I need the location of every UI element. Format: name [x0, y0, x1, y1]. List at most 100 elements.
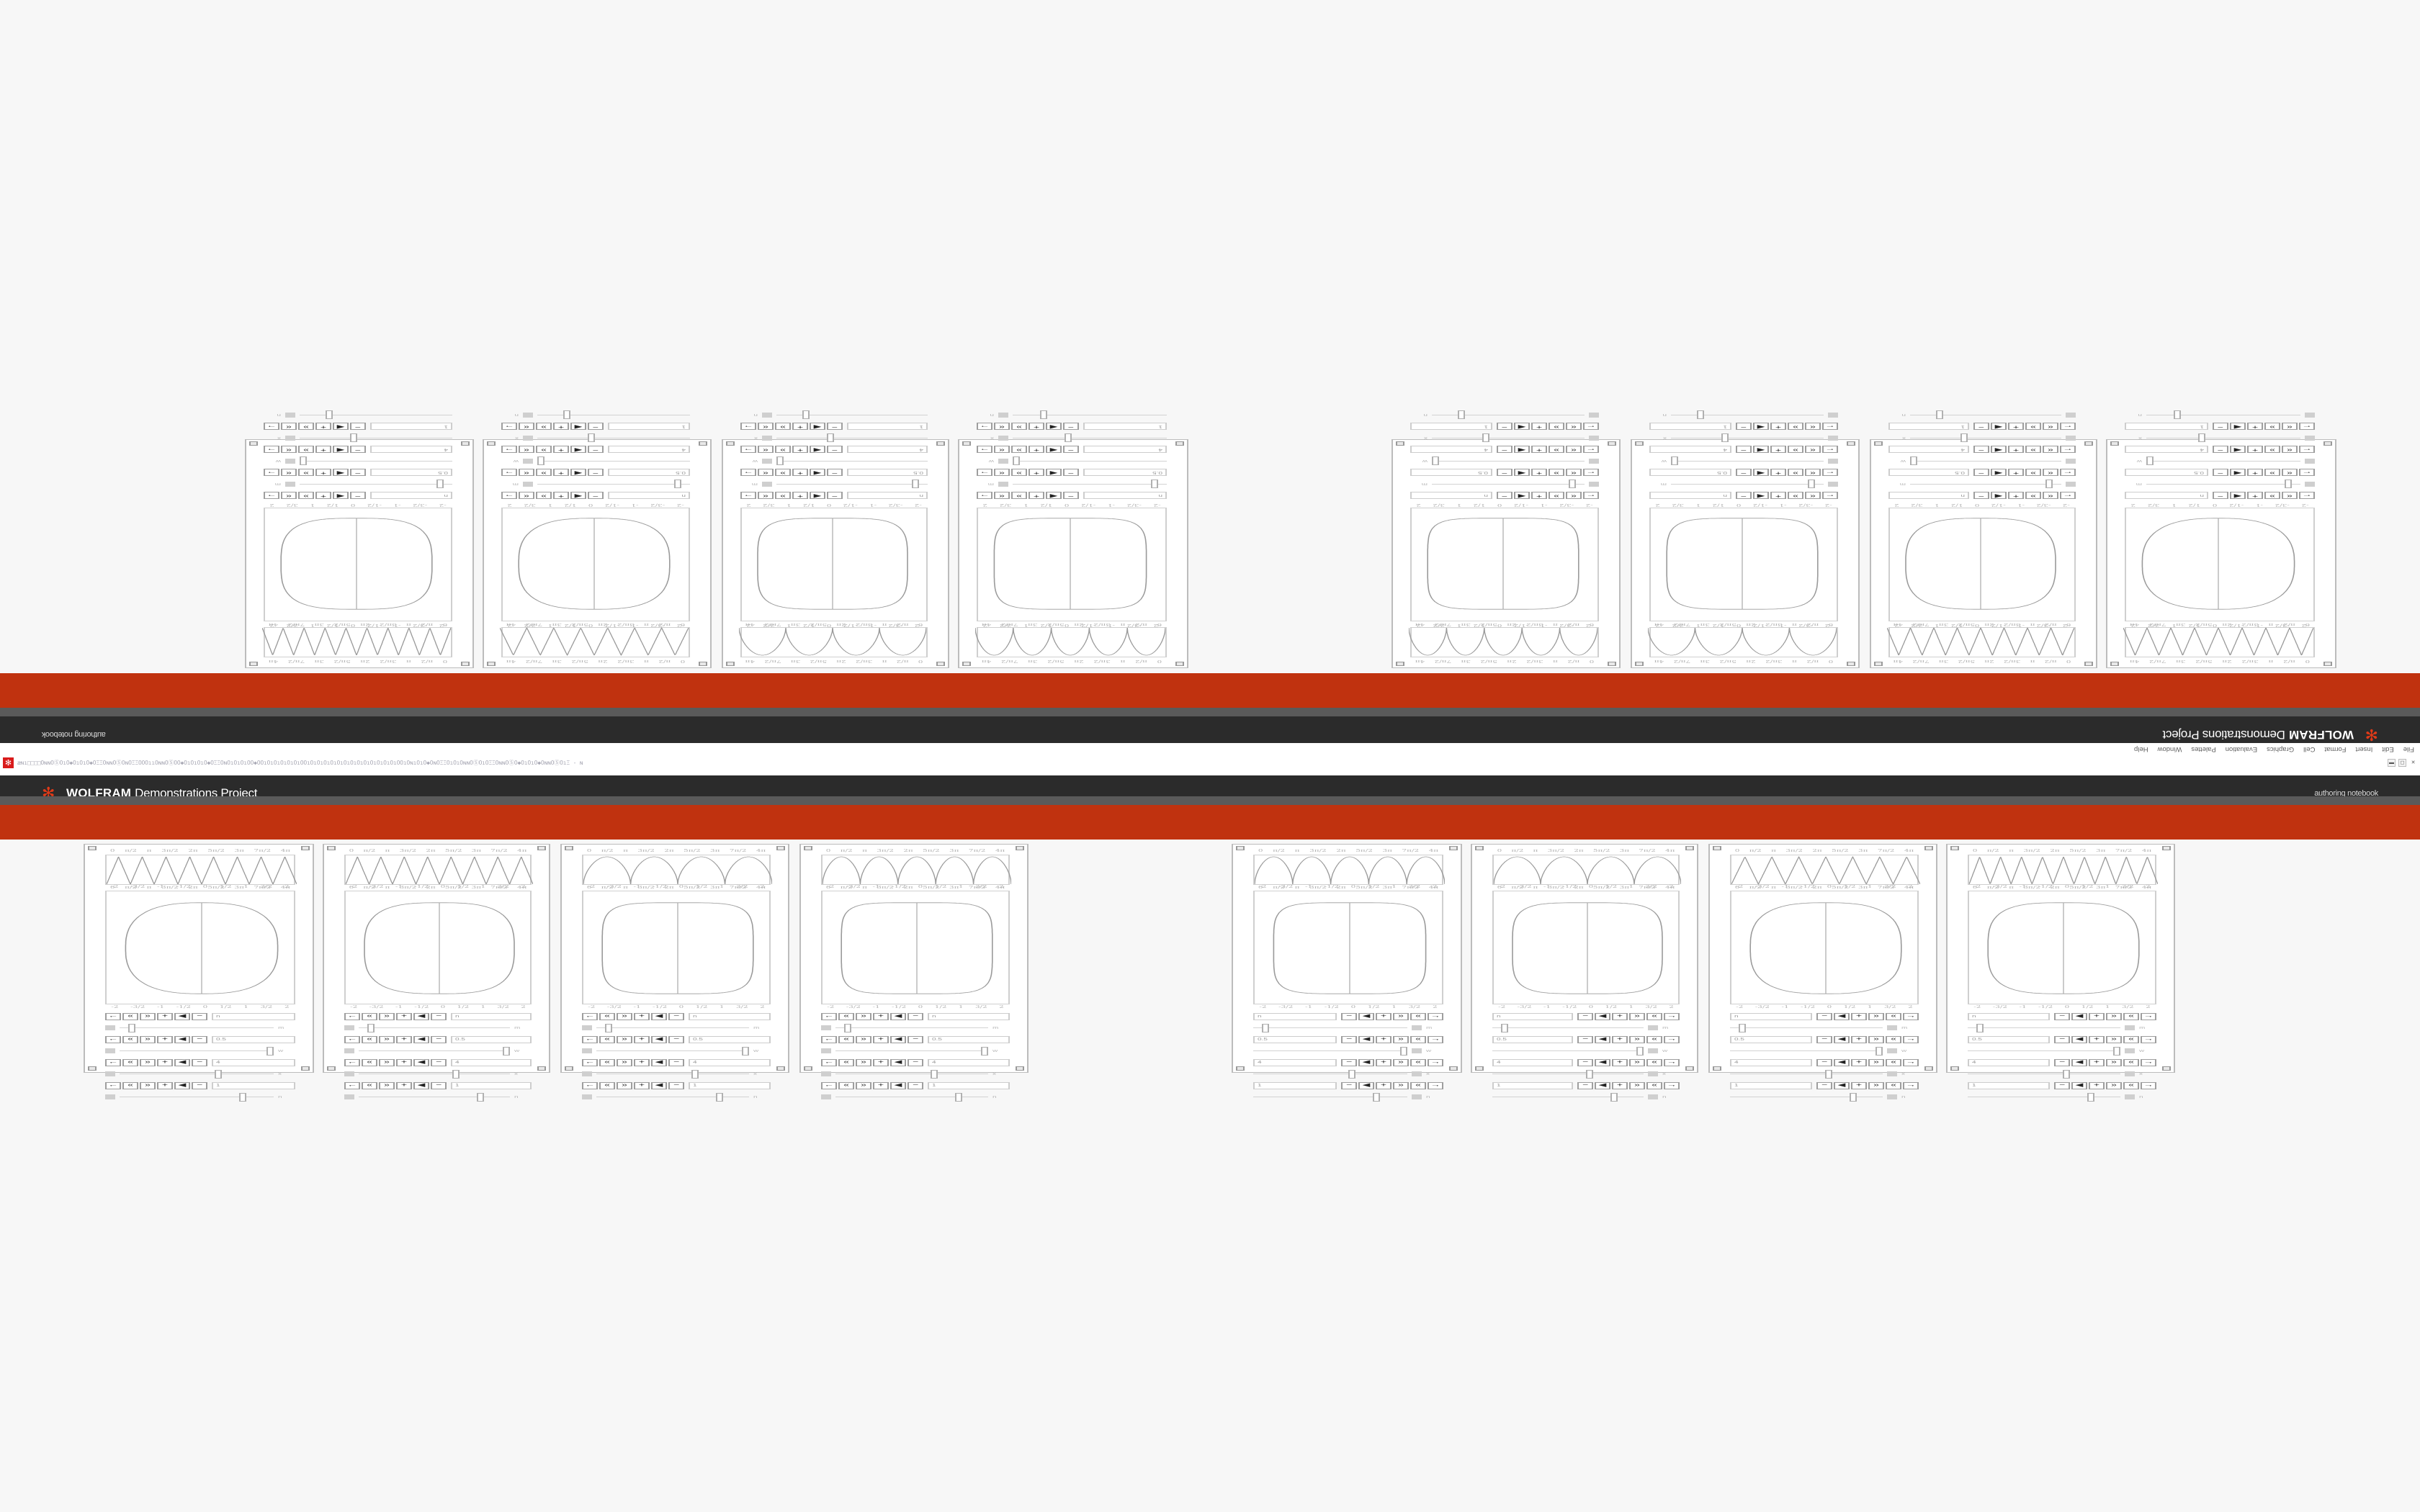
stepper-button[interactable]: ◀ — [890, 1012, 906, 1020]
stepper-button[interactable]: − — [668, 1035, 684, 1043]
resize-handle[interactable] — [1608, 441, 1616, 446]
stepper-button[interactable]: − — [1063, 423, 1079, 431]
slider-thumb[interactable] — [691, 1069, 699, 1079]
stepper-button[interactable]: « — [599, 1058, 615, 1066]
stepper-button[interactable]: → — [1428, 1012, 1443, 1020]
slider-track[interactable] — [1492, 1069, 1644, 1079]
slider-minus-icon[interactable] — [2125, 1048, 2135, 1053]
stepper-button[interactable]: + — [2008, 469, 2024, 477]
slider-m[interactable]: m — [501, 480, 690, 489]
slider-track[interactable] — [1968, 1092, 2120, 1102]
slider-minus-icon[interactable] — [1887, 1048, 1897, 1053]
stepper-button[interactable]: ◀ — [2071, 1058, 2087, 1066]
slider-track[interactable] — [776, 456, 928, 466]
stepper-button[interactable]: + — [315, 446, 331, 454]
control-row-n[interactable]: ← «» + ◀ −1 — [1410, 422, 1599, 431]
stepper-button[interactable]: « — [1886, 1012, 1901, 1020]
stepper-button[interactable]: − — [192, 1012, 207, 1020]
slider-track[interactable] — [359, 1069, 510, 1079]
resize-handle[interactable] — [88, 846, 97, 850]
control-row-m[interactable]: ← «» + ◀ − n — [344, 1012, 532, 1021]
stepper-button[interactable]: « — [1646, 1058, 1662, 1066]
stepper-button[interactable]: ◀ — [1358, 1081, 1374, 1089]
control-value-field[interactable]: 4 — [928, 1058, 1010, 1066]
stepper-button[interactable]: « — [1805, 492, 1821, 500]
stepper-button[interactable]: → — [501, 492, 517, 500]
stepper-button[interactable]: → — [1428, 1035, 1443, 1043]
stepper-button[interactable]: − — [1341, 1058, 1357, 1066]
stepper-button[interactable]: − — [2213, 469, 2228, 477]
notebook-window-panel-6[interactable]: 0 π/2 π 3π/2 2π 5π/2 3π 7π/2 4π 0 π/2 π 3π/2 2π 5π/2 3π… — [1471, 844, 1698, 1102]
manipulate-controls-panel-2[interactable]: ← «» + ◀ − n m ← «» + ◀ −0.5 w ← «» + ◀ −4 x ← «» + ◀ −1 n — [344, 1012, 532, 1104]
resize-handle[interactable] — [1016, 846, 1024, 850]
control-row-x[interactable]: ← «» + ◀ −4 — [2125, 445, 2315, 454]
stepper-button[interactable]: → — [740, 423, 756, 431]
menu-item-edit[interactable]: Edit — [2382, 745, 2394, 753]
resize-handle[interactable] — [1685, 1066, 1694, 1071]
control-value-field[interactable]: 1 — [2125, 423, 2208, 431]
slider-m[interactable]: m — [264, 480, 452, 489]
stepper-button[interactable]: ← — [1822, 423, 1838, 431]
stepper-button[interactable]: ◀ — [1834, 1058, 1850, 1066]
slider-w[interactable]: w — [740, 456, 928, 466]
stepper-button[interactable]: « — [122, 1012, 138, 1020]
stepper-button[interactable]: » — [1868, 1012, 1884, 1020]
slider-thumb[interactable] — [741, 1046, 749, 1056]
slider-minus-icon[interactable] — [2066, 482, 2076, 487]
stepper-button[interactable]: → — [1664, 1058, 1680, 1066]
notebook-window-panel-8[interactable]: 0 π/2 π 3π/2 2π 5π/2 3π 7π/2 4π 0 π/2 π 3π/2 2π 5π/2 3π… — [245, 410, 474, 668]
stepper-button[interactable]: − — [1736, 423, 1752, 431]
slider-track[interactable] — [120, 1023, 274, 1032]
control-value-field[interactable]: 0.5 — [689, 1035, 771, 1043]
stepper-button[interactable]: » — [298, 446, 314, 454]
stepper-button[interactable]: → — [264, 423, 279, 431]
stepper-button[interactable]: − — [1816, 1012, 1832, 1020]
stepper-button[interactable]: ◀ — [651, 1035, 667, 1043]
resize-handle[interactable] — [1924, 1066, 1933, 1071]
stepper-button[interactable]: + — [1376, 1058, 1392, 1066]
stepper-button[interactable]: − — [2054, 1035, 2070, 1043]
control-value-field[interactable]: 1 — [212, 1081, 295, 1089]
menu-item-evaluation[interactable]: Evaluation — [2225, 745, 2258, 753]
slider-minus-icon[interactable] — [762, 436, 772, 441]
stepper-button[interactable]: − — [431, 1035, 447, 1043]
stepper-button[interactable]: « — [1410, 1058, 1426, 1066]
stepper-button[interactable]: + — [553, 446, 569, 454]
slider-thumb[interactable] — [2284, 480, 2292, 489]
resize-handle[interactable] — [726, 441, 735, 446]
slider-track[interactable] — [596, 1023, 749, 1032]
stepper-button[interactable]: ◀ — [333, 446, 349, 454]
stepper-button[interactable]: → — [1664, 1012, 1680, 1020]
resize-handle[interactable] — [2323, 662, 2332, 666]
stepper-button[interactable]: » — [2025, 469, 2041, 477]
stepper-button[interactable]: » — [140, 1081, 156, 1089]
stepper-button[interactable]: + — [1851, 1081, 1867, 1089]
stepper-button[interactable]: » — [1868, 1081, 1884, 1089]
control-row-w[interactable]: 0.5− ◀ +» «→ — [1730, 1035, 1919, 1044]
slider-n[interactable]: n — [501, 410, 690, 420]
control-value-field[interactable]: n — [689, 1012, 771, 1020]
stepper-button[interactable]: ◀ — [570, 423, 586, 431]
stepper-button[interactable]: » — [617, 1012, 632, 1020]
stepper-button[interactable]: → — [1664, 1081, 1680, 1089]
slider-minus-icon[interactable] — [285, 459, 295, 464]
slider-m[interactable]: m — [1253, 1023, 1443, 1032]
slider-minus-icon[interactable] — [998, 413, 1008, 418]
stepper-button[interactable]: « — [362, 1081, 377, 1089]
control-value-field[interactable]: 0.5 — [608, 469, 690, 477]
control-value-field[interactable]: n — [212, 1012, 295, 1020]
stepper-button[interactable]: » — [1629, 1012, 1645, 1020]
stepper-button[interactable]: → — [2141, 1012, 2156, 1020]
control-row-m[interactable]: n − ◀ +» «→ — [1253, 1012, 1443, 1021]
resize-handle[interactable] — [2084, 662, 2093, 666]
slider-thumb[interactable] — [2062, 1069, 2070, 1079]
slider-thumb[interactable] — [1432, 456, 1440, 466]
slider-minus-icon[interactable] — [105, 1048, 115, 1053]
stepper-button[interactable]: » — [1788, 446, 1803, 454]
slider-track[interactable] — [1492, 1092, 1644, 1102]
control-row-n[interactable]: 1− ◀ +» «→ — [264, 422, 452, 431]
resize-handle[interactable] — [1713, 846, 1721, 850]
control-value-field[interactable]: 4 — [1492, 1058, 1573, 1066]
stepper-button[interactable]: − — [668, 1081, 684, 1089]
control-value-field[interactable]: 1 — [1492, 1081, 1573, 1089]
